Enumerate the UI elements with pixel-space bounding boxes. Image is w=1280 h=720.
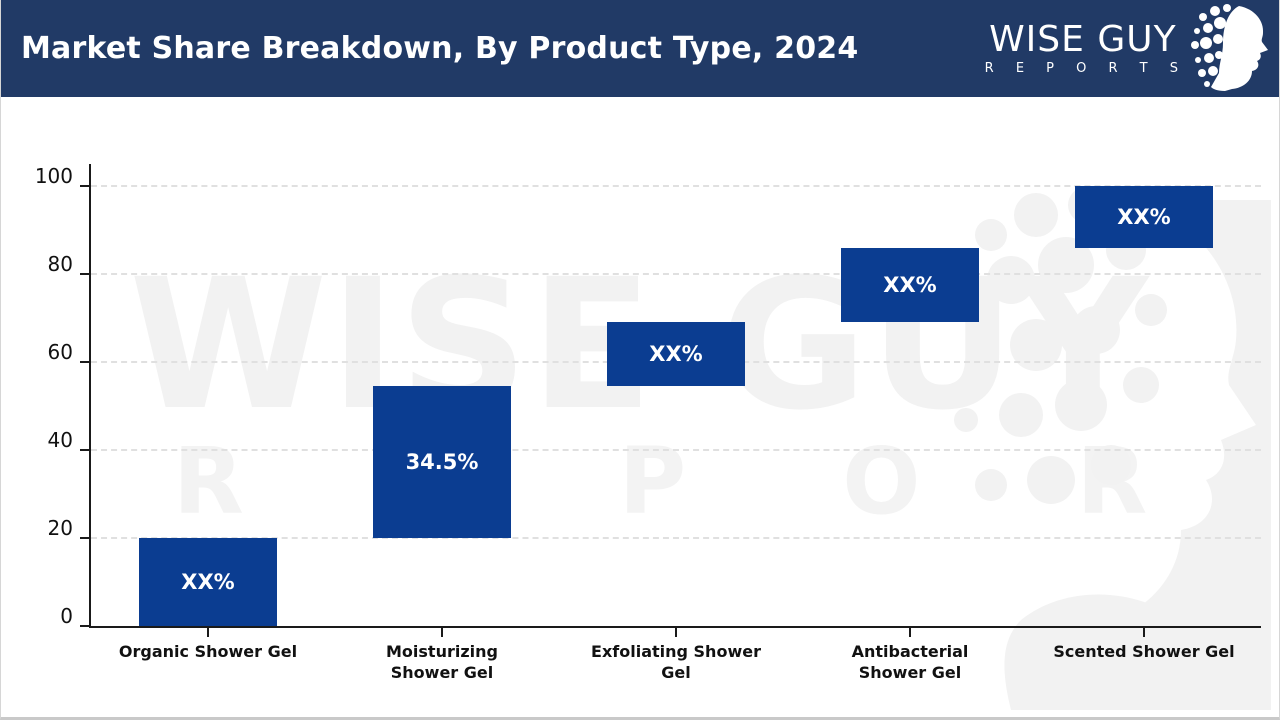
y-tick-mark: [80, 449, 89, 451]
bar-value-label: XX%: [883, 273, 937, 297]
bar-value-label: XX%: [1117, 204, 1171, 229]
logo-sub-text: R E P O R T S: [984, 60, 1187, 76]
header-bar: Market Share Breakdown, By Product Type,…: [1, 0, 1279, 97]
y-tick-label: 100: [34, 164, 73, 188]
bar-segment: 34.5%: [373, 386, 511, 538]
plot-area: 0 20 40 60 80 100 XX% Organic Shower Gel 34.5% Mo…: [35, 164, 1261, 682]
x-category-label: Organic Shower Gel: [118, 642, 298, 661]
bar-segment: XX%: [607, 322, 745, 387]
page-title: Market Share Breakdown, By Product Type,…: [21, 31, 859, 66]
bar-value-label: 34.5%: [405, 450, 479, 475]
x-tick-mark: [441, 628, 443, 637]
x-category-label: Scented Shower Gel: [1053, 642, 1235, 661]
bar-segment: XX%: [139, 538, 277, 626]
gridline: [91, 449, 1261, 451]
y-tick-label: 20: [47, 516, 73, 540]
bar-segment: XX%: [1075, 186, 1213, 248]
y-tick-mark: [80, 537, 89, 539]
x-tick-mark: [675, 628, 677, 637]
x-tick-mark: [1143, 628, 1145, 637]
gridline: [91, 537, 1261, 539]
x-tick-mark: [909, 628, 911, 637]
bar-segment: XX%: [841, 247, 979, 323]
y-tick-mark: [80, 185, 89, 187]
logo-brand-text: WISE GUY: [989, 18, 1177, 60]
gridline: [91, 273, 1261, 275]
y-tick-label: 60: [47, 340, 73, 364]
x-category-label: Moisturizing Shower Gel: [386, 642, 498, 682]
x-category-label: Exfoliating Shower Gel: [591, 642, 761, 682]
y-tick-mark: [80, 361, 89, 363]
gridline: [91, 185, 1261, 187]
y-tick-mark: [80, 273, 89, 275]
x-category-label: Antibacterial Shower Gel: [851, 642, 969, 682]
brand-logo: WISE GUY R E P O R T S: [979, 3, 1271, 95]
x-tick-mark: [207, 628, 209, 637]
y-tick-label: 80: [47, 252, 73, 276]
y-tick-mark: [80, 625, 89, 627]
logo-text: WISE GUY R E P O R T S: [979, 18, 1187, 76]
y-tick-label: 40: [47, 428, 73, 452]
logo-head-icon: [1189, 3, 1271, 95]
bar-value-label: XX%: [181, 570, 235, 594]
bar-value-label: XX%: [649, 342, 703, 367]
y-tick-label: 0: [60, 604, 73, 628]
